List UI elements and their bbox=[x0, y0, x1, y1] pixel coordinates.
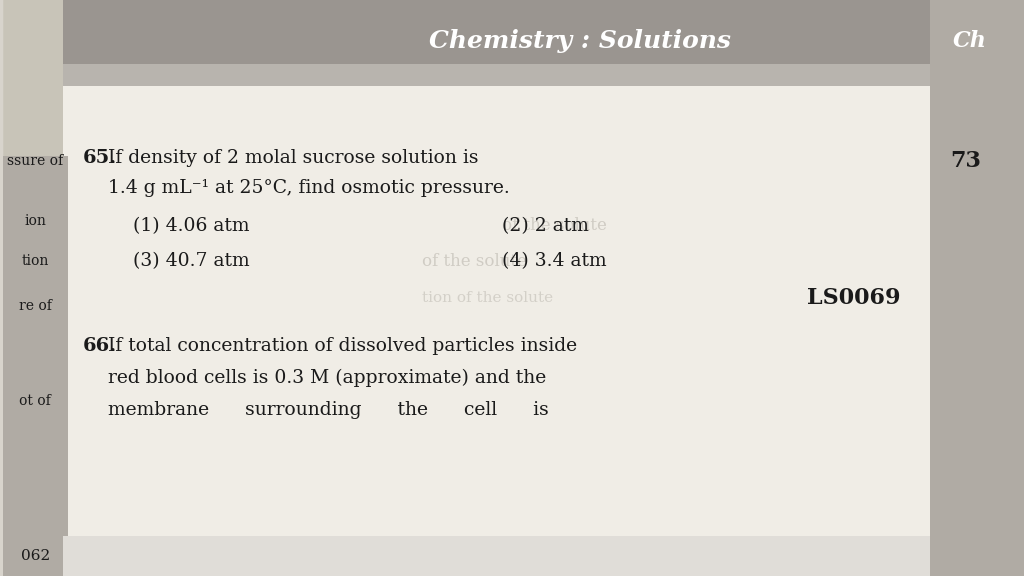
Text: ssure of: ssure of bbox=[7, 154, 63, 168]
Text: (3) 40.7 atm: (3) 40.7 atm bbox=[133, 252, 250, 270]
FancyBboxPatch shape bbox=[63, 64, 930, 86]
FancyBboxPatch shape bbox=[3, 156, 68, 576]
FancyBboxPatch shape bbox=[63, 0, 930, 576]
Text: 062: 062 bbox=[20, 549, 50, 563]
Text: (1) 4.06 atm: (1) 4.06 atm bbox=[133, 217, 250, 235]
Text: tion of the solute: tion of the solute bbox=[422, 291, 553, 305]
Text: red blood cells is 0.3 M (approximate) and the: red blood cells is 0.3 M (approximate) a… bbox=[108, 369, 546, 387]
Text: of the solute: of the solute bbox=[502, 218, 606, 234]
Text: If total concentration of dissolved particles inside: If total concentration of dissolved part… bbox=[108, 337, 578, 355]
Text: 1.4 g mL⁻¹ at 25°C, find osmotic pressure.: 1.4 g mL⁻¹ at 25°C, find osmotic pressur… bbox=[108, 179, 510, 197]
Text: membrane      surrounding      the      cell      is: membrane surrounding the cell is bbox=[108, 401, 549, 419]
Text: ot of: ot of bbox=[19, 394, 51, 408]
Text: 66.: 66. bbox=[83, 337, 117, 355]
Text: Ch: Ch bbox=[953, 30, 987, 52]
Polygon shape bbox=[3, 0, 123, 186]
Text: ion: ion bbox=[25, 214, 46, 228]
FancyBboxPatch shape bbox=[63, 536, 930, 576]
Text: If density of 2 molal sucrose solution is: If density of 2 molal sucrose solution i… bbox=[108, 149, 478, 167]
Text: (4) 3.4 atm: (4) 3.4 atm bbox=[502, 252, 606, 270]
Text: LS0069: LS0069 bbox=[807, 287, 900, 309]
Text: Chemistry : Solutions: Chemistry : Solutions bbox=[429, 29, 731, 53]
Text: 65.: 65. bbox=[83, 149, 117, 167]
Text: (2) 2 atm: (2) 2 atm bbox=[502, 217, 589, 235]
FancyBboxPatch shape bbox=[63, 0, 930, 86]
FancyBboxPatch shape bbox=[930, 0, 1024, 576]
Text: 73: 73 bbox=[949, 150, 981, 172]
Text: re of: re of bbox=[18, 299, 51, 313]
Text: tion: tion bbox=[22, 254, 49, 268]
Text: of the solute: of the solute bbox=[422, 252, 526, 270]
